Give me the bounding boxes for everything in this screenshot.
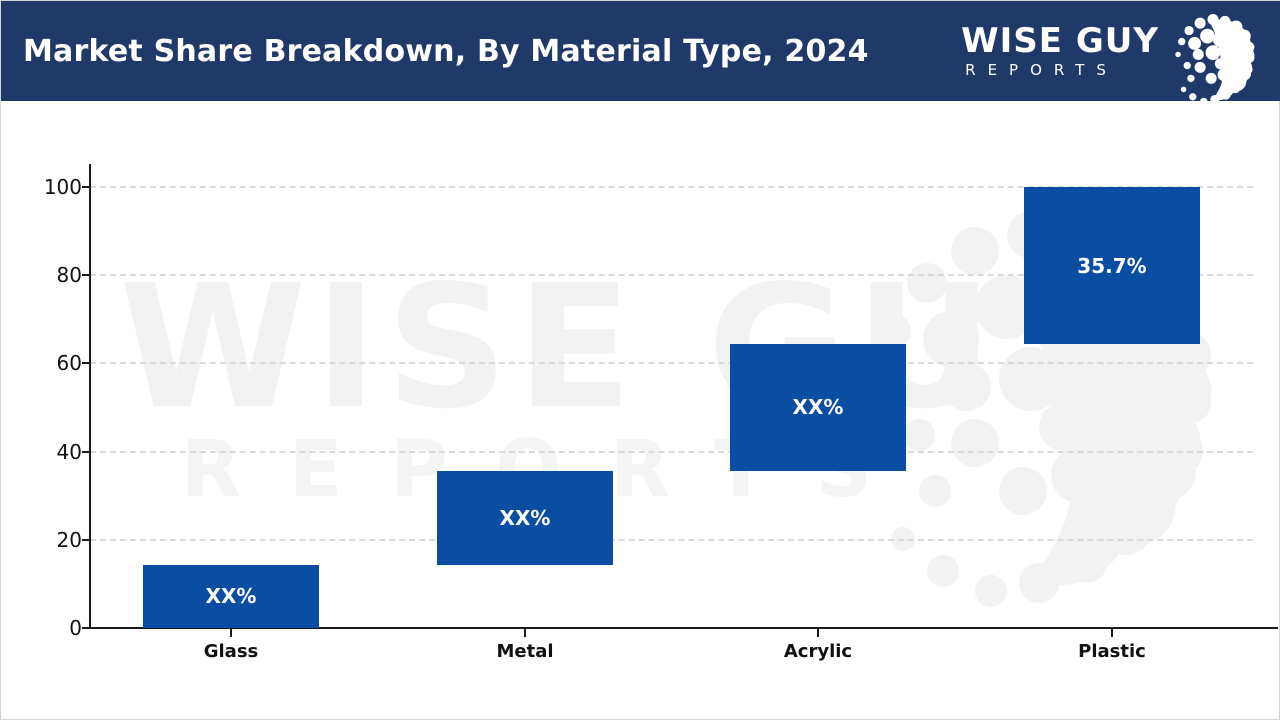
y-tick-mark [82, 627, 90, 629]
bar-value-label: 35.7% [1077, 253, 1147, 278]
bar-value-label: XX% [499, 505, 551, 530]
wise-guy-logo: WISE GUY REPORTS [961, 14, 1255, 106]
header-bar: Market Share Breakdown, By Material Type… [1, 1, 1280, 106]
logo-subtitle: REPORTS [965, 61, 1118, 79]
gridline [90, 450, 1253, 453]
bar-metal: XX% [437, 470, 613, 565]
x-tick-mark [817, 628, 819, 637]
bar-glass: XX% [143, 564, 319, 628]
gridline [90, 186, 1253, 188]
y-axis-tick-label: 100 [43, 175, 82, 199]
y-tick-mark [82, 362, 90, 365]
x-tick-mark [524, 628, 526, 637]
bar-plastic: 35.7% [1024, 187, 1200, 345]
chart-title: Market Share Breakdown, By Material Type… [23, 33, 869, 69]
gridline [90, 538, 1253, 541]
bar-value-label: XX% [792, 395, 844, 420]
wise-guy-face-icon [1167, 12, 1259, 108]
y-axis-tick-label: 40 [56, 439, 82, 464]
bar-acrylic: XX% [730, 344, 906, 471]
x-axis-category-label: Plastic [1078, 641, 1146, 662]
x-axis [90, 627, 1278, 629]
y-tick-mark [82, 186, 90, 188]
y-axis-tick-label: 0 [69, 616, 82, 640]
y-axis-tick-label: 60 [56, 351, 82, 376]
x-tick-mark [230, 628, 232, 637]
logo-wordmark: WISE GUY [961, 21, 1159, 61]
y-axis [89, 164, 91, 628]
y-tick-mark [82, 450, 90, 453]
gridline [90, 274, 1253, 277]
y-tick-mark [82, 538, 90, 541]
x-axis-category-label: Metal [496, 641, 554, 662]
y-axis-tick-label: 80 [56, 263, 82, 288]
gridline [90, 362, 1253, 365]
y-tick-mark [82, 274, 90, 277]
x-axis-category-label: Acrylic [783, 641, 853, 662]
bar-value-label: XX% [205, 584, 257, 609]
x-axis-category-label: Glass [203, 641, 259, 662]
x-tick-mark [1111, 628, 1113, 637]
y-axis-tick-label: 20 [56, 527, 82, 552]
